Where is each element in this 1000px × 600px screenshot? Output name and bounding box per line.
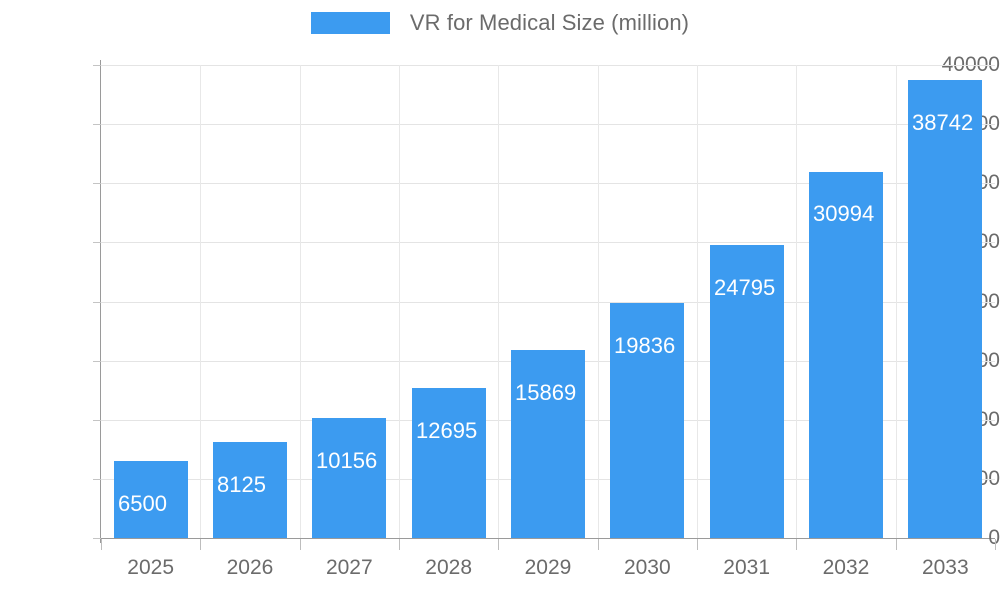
y-axis-tick-label: 40000 (941, 53, 1000, 76)
x-axis-tick-mark (995, 539, 996, 550)
gridline-vertical (796, 65, 797, 538)
bar[interactable] (213, 441, 287, 538)
bar[interactable] (610, 303, 684, 538)
legend-swatch-vr-for-medical-size[interactable] (310, 12, 390, 34)
gridline-vertical (697, 65, 698, 538)
bar-value-label: 8125 (217, 471, 266, 497)
x-axis-tick-label: 2032 (822, 556, 870, 579)
y-axis-tick-mark (93, 65, 101, 66)
bar-value-label: 15869 (515, 380, 577, 406)
x-axis-tick-label: 2030 (623, 556, 671, 579)
x-axis-tick-label: 2033 (921, 556, 969, 579)
bar-value-label: 19836 (614, 333, 676, 359)
x-axis-tick-mark (498, 539, 499, 550)
x-axis-tick-label: 2025 (127, 556, 175, 579)
bar[interactable] (114, 461, 188, 538)
bar-value-label: 10156 (316, 447, 378, 473)
gridline-horizontal (101, 183, 995, 185)
plot-area: 6500 8125 10156 12695 15869 19836 24795 30994 38… (101, 65, 995, 538)
x-axis-tick-mark (399, 539, 400, 550)
y-axis-tick-mark (93, 360, 101, 362)
bar-value-label: 38742 (912, 109, 974, 135)
x-axis-tick-mark (796, 539, 797, 550)
gridline-horizontal (101, 124, 995, 126)
gridline-vertical (896, 65, 897, 538)
y-axis-tick-mark (93, 124, 101, 126)
bar-value-label: 6500 (118, 491, 167, 517)
gridline-vertical (498, 65, 499, 538)
y-axis-tick-label: 0 (988, 526, 1000, 549)
y-axis-tick-mark (93, 419, 101, 421)
legend-label-vr-for-medical-size[interactable]: VR for Medical Size (million) (409, 10, 690, 35)
x-axis-tick-label: 2029 (524, 556, 572, 579)
y-axis-tick-mark (93, 301, 101, 303)
bar[interactable] (710, 244, 784, 538)
bar[interactable] (412, 387, 486, 538)
x-axis-tick-mark (598, 539, 599, 550)
x-axis-tick-mark (300, 539, 301, 550)
x-axis-tick-label: 2026 (226, 556, 274, 579)
gridline-vertical (598, 65, 599, 538)
x-axis-tick-label: 2031 (723, 556, 771, 579)
chart-legend: VR for Medical Size (million) (0, 12, 1000, 34)
gridline-vertical (399, 65, 400, 538)
bar[interactable] (312, 417, 386, 538)
bar-value-label: 24795 (714, 274, 776, 300)
gridline-vertical (300, 65, 301, 538)
x-axis-line (96, 538, 995, 539)
x-axis-tick-mark (896, 539, 897, 550)
gridline-horizontal (101, 65, 995, 66)
bar-value-label: 30994 (813, 201, 875, 227)
bar[interactable] (809, 171, 883, 538)
x-axis-tick-mark (200, 539, 201, 550)
gridline-horizontal (101, 242, 995, 244)
bar-value-label: 12695 (416, 417, 478, 443)
y-axis-tick-mark (93, 183, 101, 185)
x-axis-tick-label: 2028 (425, 556, 473, 579)
y-axis-tick-mark (93, 538, 101, 539)
gridline-horizontal (101, 301, 995, 303)
gridline-vertical (200, 65, 201, 538)
x-axis-tick-label: 2027 (325, 556, 373, 579)
bar[interactable] (908, 79, 982, 538)
bar[interactable] (511, 350, 585, 538)
y-axis-tick-mark (93, 478, 101, 480)
x-axis-tick-mark (697, 539, 698, 550)
y-axis-tick-mark (93, 242, 101, 244)
x-axis-tick-mark (101, 539, 102, 550)
